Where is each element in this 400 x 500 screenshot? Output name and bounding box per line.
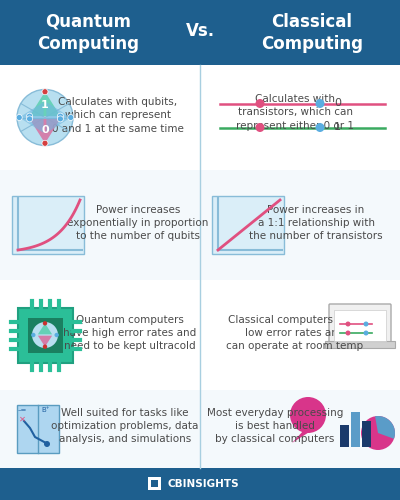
Text: Well suited for tasks like
optimization problems, data
analysis, and simulations: Well suited for tasks like optimization …: [51, 408, 199, 444]
Text: Calculates with
transistors, which can
represent either 0 or 1: Calculates with transistors, which can r…: [236, 94, 354, 130]
Text: 1: 1: [41, 100, 49, 110]
Text: Quantum computers
have high error rates and
need to be kept ultracold: Quantum computers have high error rates …: [63, 315, 197, 351]
Bar: [28, 318, 62, 352]
Text: 1: 1: [334, 122, 341, 132]
Polygon shape: [30, 119, 60, 144]
Text: 0: 0: [41, 125, 49, 135]
Text: Classical computers have
low error rates and
can operate at room temp: Classical computers have low error rates…: [226, 315, 364, 351]
Circle shape: [26, 113, 32, 119]
Text: Vs.: Vs.: [186, 22, 214, 40]
Circle shape: [44, 441, 50, 447]
Circle shape: [316, 99, 324, 108]
Bar: [0, 390, 400, 468]
Circle shape: [32, 322, 58, 348]
Bar: [151, 480, 158, 487]
Circle shape: [54, 333, 59, 337]
Circle shape: [42, 88, 48, 94]
Circle shape: [290, 397, 326, 433]
Bar: [18, 308, 72, 362]
Bar: [334, 310, 386, 341]
Text: Calculates with qubits,
which can represent
0 and 1 at the same time: Calculates with qubits, which can repres…: [52, 98, 184, 134]
Bar: [12, 196, 84, 254]
Circle shape: [16, 114, 22, 120]
Bar: [17, 405, 59, 453]
Circle shape: [364, 322, 368, 326]
Circle shape: [31, 333, 36, 337]
Bar: [0, 280, 400, 390]
Text: 0: 0: [334, 98, 341, 108]
Text: B⁺: B⁺: [42, 407, 50, 413]
Text: –=: –=: [17, 407, 27, 413]
Circle shape: [346, 322, 350, 326]
Text: Power increases
exponentially in proportion
to the number of qubits: Power increases exponentially in proport…: [67, 205, 209, 241]
Circle shape: [68, 114, 74, 120]
Bar: [340, 425, 349, 447]
Bar: [351, 412, 360, 447]
Circle shape: [316, 123, 324, 132]
FancyBboxPatch shape: [329, 304, 391, 346]
Circle shape: [42, 140, 48, 146]
Text: ✕: ✕: [18, 414, 26, 424]
Text: Most everyday processing
is best handled
by classical computers: Most everyday processing is best handled…: [207, 408, 343, 444]
Bar: [325, 341, 395, 348]
Bar: [0, 170, 400, 280]
Circle shape: [256, 123, 264, 132]
Bar: [0, 0, 400, 65]
Polygon shape: [46, 102, 71, 133]
Polygon shape: [292, 429, 314, 443]
Circle shape: [26, 116, 32, 122]
Circle shape: [43, 344, 47, 349]
Polygon shape: [38, 336, 52, 346]
Bar: [0, 65, 400, 170]
Circle shape: [58, 116, 64, 122]
Text: Power increases in
a 1:1 relationship with
the number of transistors: Power increases in a 1:1 relationship wi…: [249, 205, 383, 241]
Bar: [212, 196, 284, 254]
Circle shape: [58, 113, 64, 119]
Circle shape: [256, 99, 264, 108]
Polygon shape: [375, 416, 395, 439]
Polygon shape: [19, 102, 44, 133]
Polygon shape: [38, 324, 52, 334]
Circle shape: [361, 416, 395, 450]
Bar: [362, 421, 371, 447]
Circle shape: [364, 330, 368, 336]
Circle shape: [346, 330, 350, 336]
Text: Quantum
Computing: Quantum Computing: [37, 13, 139, 53]
Circle shape: [43, 321, 47, 326]
Bar: [148, 477, 161, 490]
Text: CBINSIGHTS: CBINSIGHTS: [167, 479, 239, 489]
Bar: [0, 468, 400, 500]
Text: Classical
Computing: Classical Computing: [261, 13, 363, 53]
Polygon shape: [30, 92, 60, 116]
Circle shape: [17, 90, 73, 146]
